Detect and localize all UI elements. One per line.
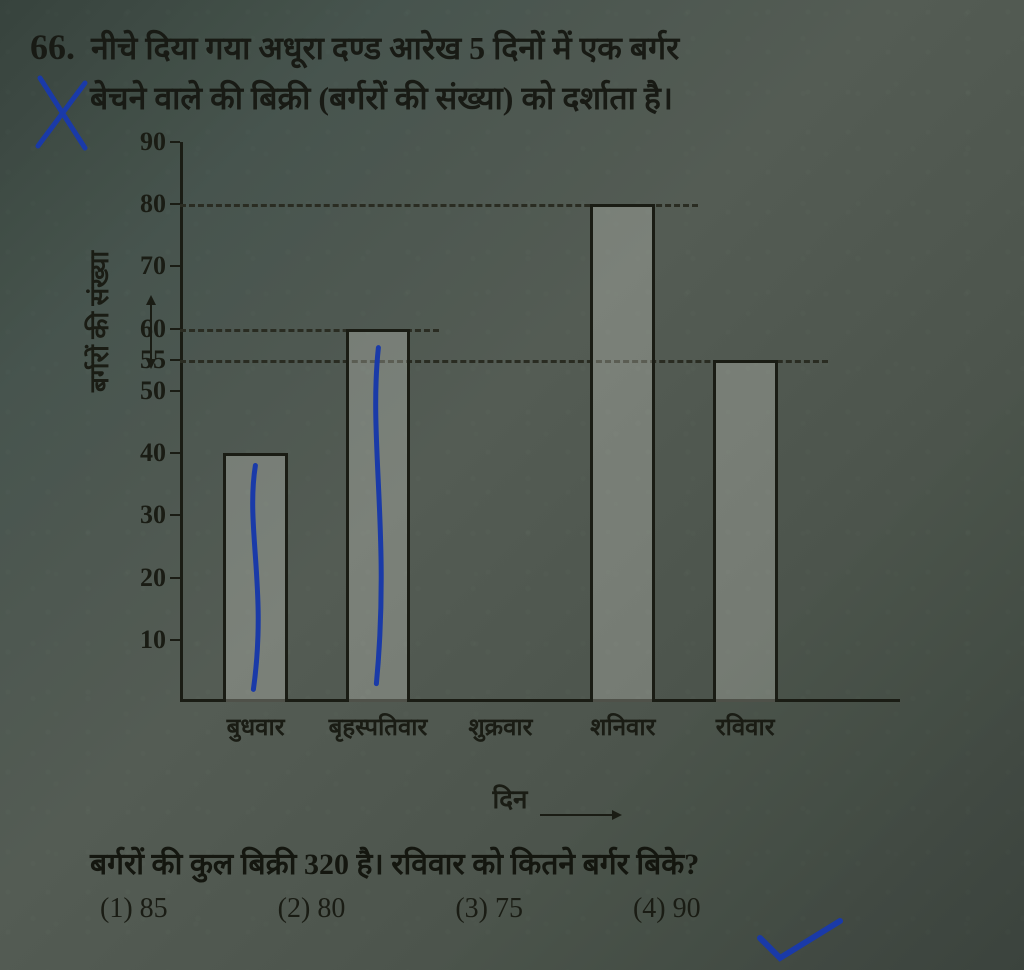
bar bbox=[223, 453, 288, 702]
y-tick-label: 60 bbox=[140, 314, 180, 344]
bar-category-label: बृहस्पतिवार bbox=[329, 702, 428, 743]
sub-question: बर्गरों की कुल बिक्री 320 है। रविवार को … bbox=[90, 842, 994, 883]
option-4: (4) 90 bbox=[633, 893, 701, 925]
bar-category-label: बुधवार bbox=[227, 702, 285, 743]
bar-chart: बर्गरों की संख्या 10203040505560708090बु… bbox=[100, 132, 920, 752]
question-line-1: 66. नीचे दिया गया अधूरा दण्ड आरेख 5 दिनो… bbox=[30, 20, 994, 74]
pen-answer-tick bbox=[755, 918, 845, 968]
y-tick-label: 80 bbox=[140, 189, 180, 219]
y-tick-label: 20 bbox=[140, 563, 180, 593]
x-axis-arrow-icon bbox=[540, 814, 620, 816]
bar bbox=[590, 204, 655, 702]
y-axis-line bbox=[180, 142, 183, 702]
y-tick-label: 40 bbox=[140, 438, 180, 468]
bar-category-label: रविवार bbox=[716, 702, 775, 743]
option-1: (1) 85 bbox=[100, 893, 168, 925]
x-axis-label: दिन bbox=[493, 780, 528, 816]
question-text-1: नीचे दिया गया अधूरा दण्ड आरेख 5 दिनों मे… bbox=[91, 30, 679, 66]
y-axis-label: बर्गरों की संख्या bbox=[80, 251, 116, 392]
option-2: (2) 80 bbox=[278, 893, 346, 925]
question-line-2: बेचने वाले की बिक्री (बर्गरों की संख्या)… bbox=[30, 74, 994, 122]
question-number: 66. bbox=[30, 27, 75, 67]
bar-category-label: शुक्रवार bbox=[468, 702, 532, 743]
y-tick-label: 70 bbox=[140, 251, 180, 281]
page-content: 66. नीचे दिया गया अधूरा दण्ड आरेख 5 दिनो… bbox=[0, 0, 1024, 970]
bar bbox=[713, 360, 778, 702]
option-3: (3) 75 bbox=[455, 893, 523, 925]
y-tick-label: 55 bbox=[140, 345, 180, 375]
y-tick-label: 90 bbox=[140, 127, 180, 157]
chart-plot-area: 10203040505560708090बुधवारबृहस्पतिवारशुक… bbox=[180, 142, 900, 702]
y-tick-label: 30 bbox=[140, 500, 180, 530]
x-axis-line bbox=[180, 699, 900, 702]
y-tick-label: 10 bbox=[140, 625, 180, 655]
y-tick-label: 50 bbox=[140, 376, 180, 406]
bar bbox=[346, 329, 411, 702]
answer-options: (1) 85 (2) 80 (3) 75 (4) 90 bbox=[100, 893, 994, 925]
bar-category-label: शनिवार bbox=[590, 702, 655, 743]
question-text-2: बेचने वाले की बिक्री (बर्गरों की संख्या)… bbox=[90, 80, 673, 116]
